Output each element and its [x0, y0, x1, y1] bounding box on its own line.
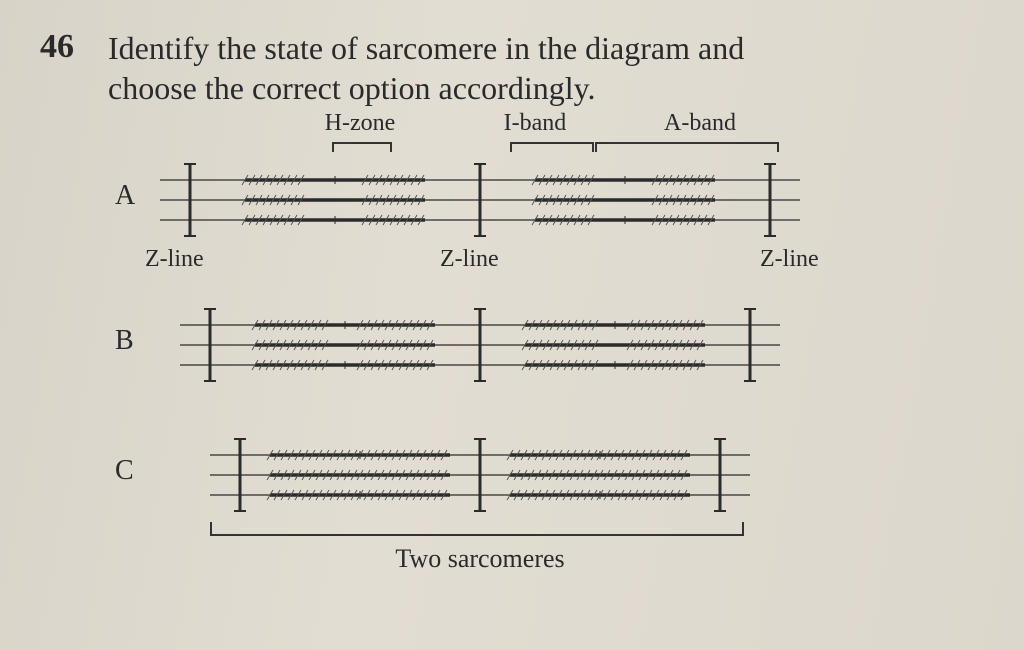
two-sarcomeres-bracket: [210, 522, 744, 536]
question-line2: choose the correct option accordingly.: [108, 70, 596, 106]
sarcomere-row-a: [150, 160, 850, 240]
question-line1: Identify the state of sarcomere in the d…: [108, 30, 744, 66]
question-number: 46: [40, 28, 74, 66]
zline-label-3: Z-line: [760, 246, 819, 273]
sarcomere-row-b: [150, 305, 850, 385]
zline-label-1: Z-line: [145, 246, 204, 273]
sarcomere-row-c: [150, 435, 850, 515]
zline-label-2: Z-line: [440, 246, 499, 273]
row-label-a: A: [115, 180, 135, 212]
row-label-c: C: [115, 455, 134, 487]
aband-label: A-band: [650, 110, 750, 137]
sarcomere-diagram: H-zone I-band A-band A Z-line Z-line Z-l…: [150, 130, 890, 610]
iband-label: I-band: [490, 110, 580, 137]
two-sarcomeres-caption: Two sarcomeres: [350, 544, 610, 574]
hzone-label: H-zone: [310, 110, 410, 137]
aband-bracket: [595, 142, 779, 152]
hzone-bracket: [332, 142, 392, 152]
row-label-b: B: [115, 325, 134, 357]
question-text: Identify the state of sarcomere in the d…: [108, 28, 888, 108]
iband-bracket: [510, 142, 594, 152]
